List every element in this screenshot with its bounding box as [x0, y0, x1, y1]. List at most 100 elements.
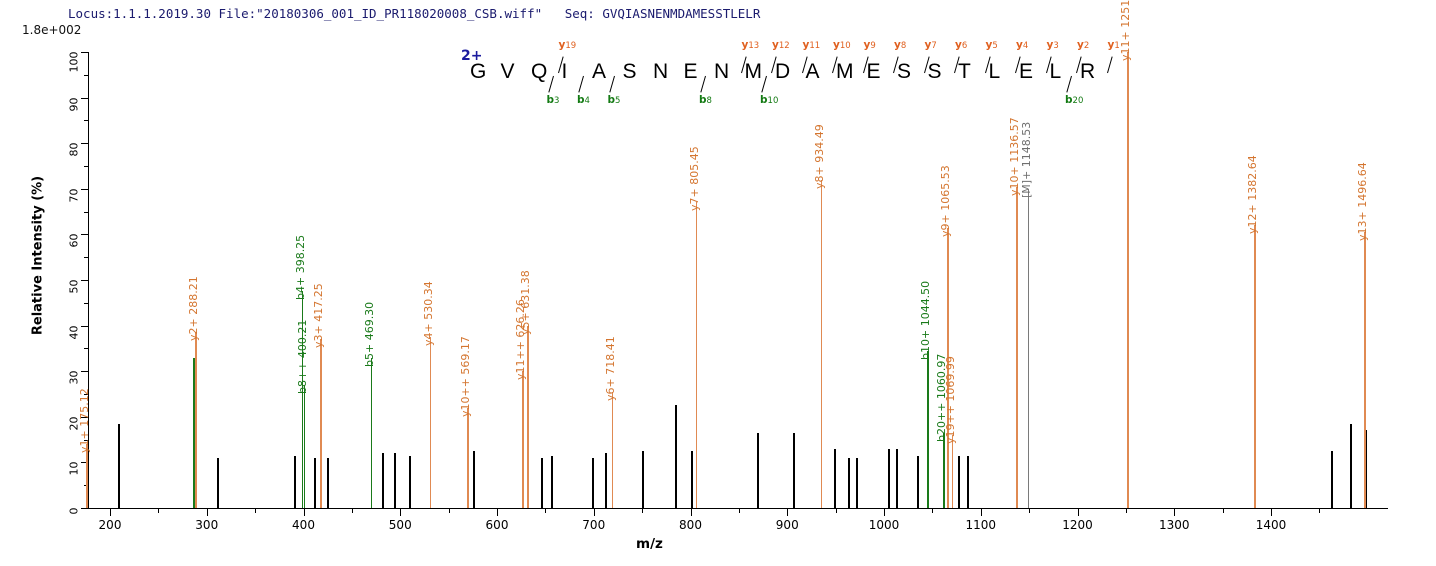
spectrum-peak-labeled[interactable]	[320, 339, 322, 508]
spectrum-peak-labeled[interactable]	[303, 384, 306, 508]
spectrum-peak-labeled[interactable]	[1254, 225, 1256, 508]
y-ion-label: y9	[863, 39, 876, 51]
spectrum-peak-labeled[interactable]	[951, 435, 954, 508]
sequence-residue: N	[653, 60, 669, 83]
x-tick-minor	[351, 509, 353, 513]
spectrum-peak[interactable]	[895, 448, 898, 508]
y-tick-minor	[84, 257, 88, 259]
x-tick-minor	[448, 509, 450, 513]
y-ion-label: y8	[894, 39, 907, 51]
y-ion-label: y6	[955, 39, 968, 51]
x-tick	[690, 509, 692, 516]
spectrum-peak[interactable]	[551, 455, 554, 508]
y-tick	[81, 462, 88, 464]
x-tick-label: 600	[485, 518, 509, 532]
sequence-residue: S	[897, 60, 912, 83]
spectrum-peak[interactable]	[690, 451, 693, 508]
peak-label: b4+ 398.25	[293, 235, 307, 301]
spectrum-peak-labeled[interactable]	[1016, 186, 1018, 508]
spectrum-peak-labeled[interactable]	[927, 350, 929, 508]
spectrum-peak[interactable]	[1330, 451, 1333, 508]
x-tick	[980, 509, 982, 516]
peak-label: y1+ 175.12	[77, 388, 91, 454]
x-tick-minor	[255, 509, 257, 513]
spectrum-peak[interactable]	[957, 455, 960, 508]
spectrum-peak[interactable]	[472, 451, 475, 508]
spectrum-peak-labeled[interactable]	[611, 391, 614, 508]
spectrum-peak[interactable]	[314, 457, 317, 508]
peak-label: y5+ 631.38	[519, 269, 533, 335]
peak-label: y2+ 288.21	[187, 276, 201, 342]
sequence-residue: D	[775, 60, 791, 83]
spectrum-peak[interactable]	[1365, 430, 1368, 508]
b-ion-label: b4	[577, 94, 590, 106]
spectrum-peak[interactable]	[916, 455, 919, 508]
spectrum-peak[interactable]	[848, 457, 851, 508]
spectrum-peak-labeled[interactable]	[370, 357, 373, 508]
y-tick-label: 60	[67, 233, 81, 248]
spectrum-peak-labeled[interactable]	[195, 332, 197, 508]
spectrum-peak-labeled[interactable]	[522, 371, 524, 508]
x-tick-label: 200	[98, 518, 122, 532]
spectrum-peak[interactable]	[967, 455, 970, 508]
spectrum-peak[interactable]	[591, 457, 594, 508]
spectrum-peak-labeled[interactable]	[467, 407, 469, 508]
x-tick	[1174, 509, 1176, 516]
spectrum-peak-labeled[interactable]	[429, 337, 432, 508]
spectrum-peak[interactable]	[1350, 423, 1353, 508]
b-ion-label: b10	[760, 94, 779, 106]
spectrum-peak[interactable]	[381, 453, 384, 508]
spectrum-peak-labeled[interactable]	[193, 357, 195, 508]
spectrum-peak[interactable]	[757, 432, 760, 508]
spectrum-peak[interactable]	[675, 405, 678, 508]
y-ion-label: y7	[924, 39, 937, 51]
spectrum-peak[interactable]	[605, 453, 608, 508]
sequence-residue: G	[470, 60, 487, 83]
x-tick-label: 500	[388, 518, 412, 532]
y-ion-label: y4	[1016, 39, 1029, 51]
spectrum-peak[interactable]	[642, 451, 645, 508]
spectrum-peak[interactable]	[540, 457, 543, 508]
y-ion-label: y3	[1046, 39, 1059, 51]
y-tick-label: 10	[67, 461, 81, 476]
x-tick	[497, 509, 498, 516]
x-tick-label: 700	[582, 518, 606, 532]
spectrum-peak-labeled[interactable]	[527, 325, 529, 508]
spectrum-peak-labeled[interactable]	[947, 227, 949, 508]
spectrum-peak-labeled[interactable]	[1127, 52, 1130, 508]
spectrum-peak[interactable]	[793, 432, 796, 508]
x-axis-line	[88, 508, 1388, 509]
sequence-residue: I	[561, 60, 568, 83]
spectrum-peak[interactable]	[408, 455, 411, 508]
sequence-residue: E	[866, 60, 881, 83]
spectrum-peak[interactable]	[326, 457, 329, 508]
spectrum-peak[interactable]	[293, 455, 296, 508]
spectrum-peak[interactable]	[217, 457, 220, 508]
spectrum-peak-labeled[interactable]	[1027, 188, 1030, 508]
spectrum-peak[interactable]	[855, 457, 858, 508]
x-tick	[206, 509, 208, 516]
x-tick-minor	[835, 509, 837, 513]
spectrum-peak-labeled[interactable]	[695, 202, 698, 508]
spectrum-peak-labeled[interactable]	[942, 432, 945, 508]
y-ion-label: y12	[772, 39, 790, 51]
y-tick	[81, 325, 88, 327]
y-tick	[81, 508, 88, 509]
y-tick-label: 40	[67, 325, 81, 340]
x-tick	[400, 509, 402, 516]
y-tick	[81, 52, 88, 53]
spectrum-peak-labeled[interactable]	[820, 179, 823, 508]
spectrum-peak-labeled[interactable]	[1364, 232, 1367, 508]
y-tick	[81, 280, 88, 281]
y-tick-label: 100	[67, 51, 81, 73]
spectrum-peak-labeled[interactable]	[301, 291, 304, 508]
spectrum-peak[interactable]	[833, 448, 836, 508]
spectrum-peak-labeled[interactable]	[85, 444, 88, 508]
peak-label: y3+ 417.25	[312, 283, 326, 349]
peak-label: y4+ 530.34	[421, 281, 435, 346]
y-tick	[81, 97, 88, 99]
spectrum-peak[interactable]	[117, 423, 120, 508]
spectrum-peak[interactable]	[887, 448, 890, 508]
spectrum-peak[interactable]	[394, 453, 397, 508]
x-tick-minor	[1319, 509, 1321, 513]
